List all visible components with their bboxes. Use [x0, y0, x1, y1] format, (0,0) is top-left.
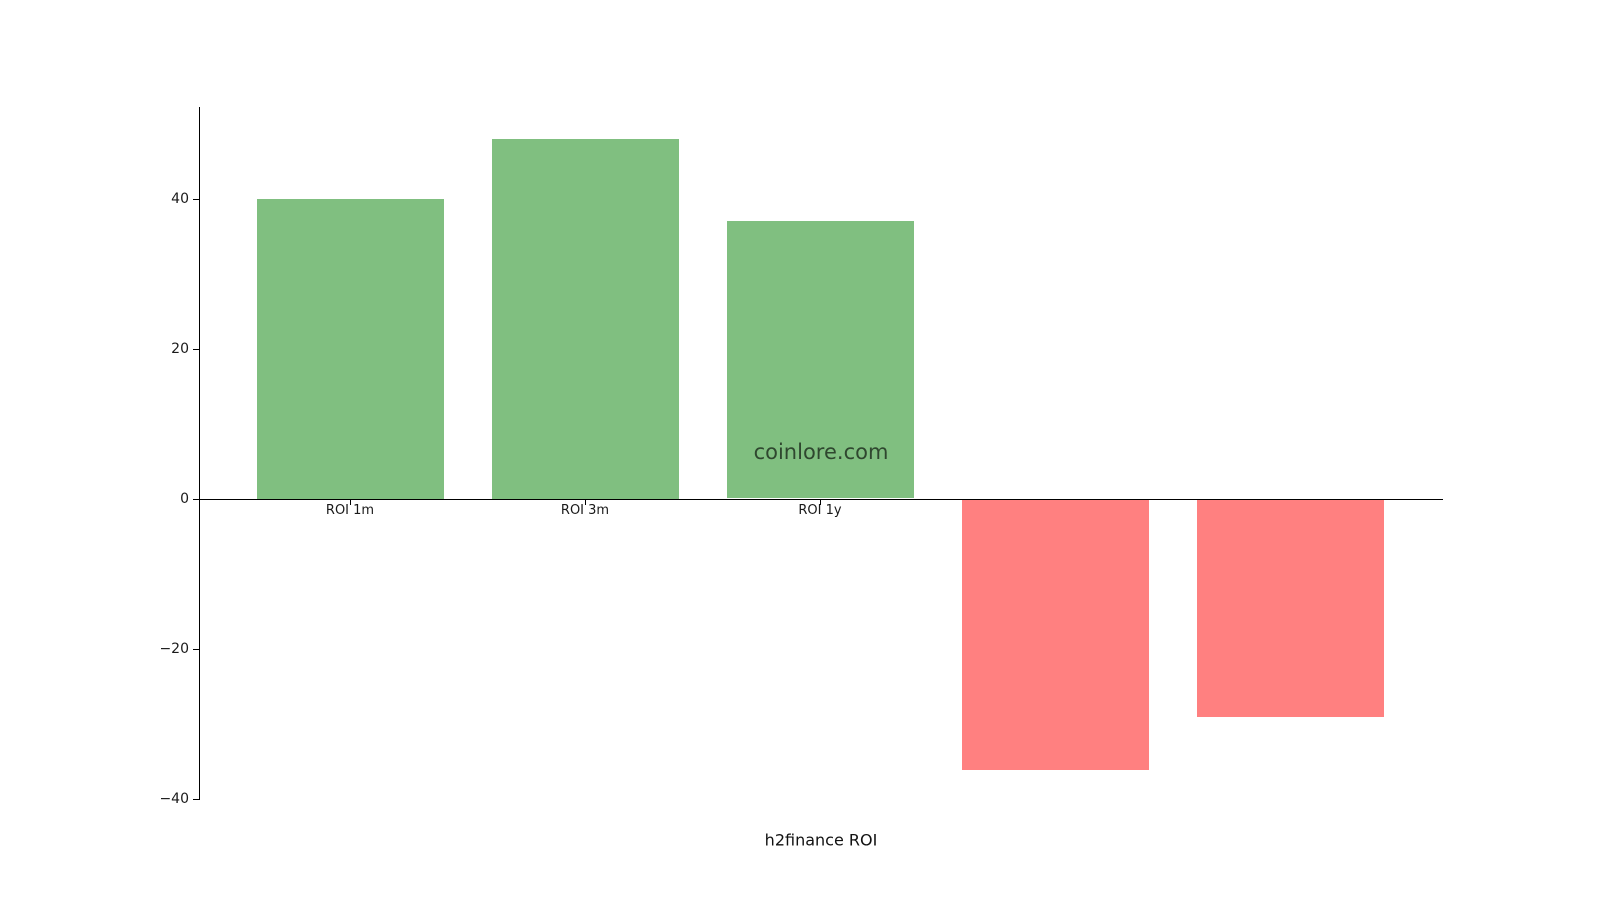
y-tick-label: 20 [171, 341, 189, 357]
y-tick-label: −20 [159, 641, 189, 657]
bar-unlabeled-3 [962, 500, 1149, 770]
y-tick-mark [193, 199, 199, 200]
y-tick-label: −40 [159, 791, 189, 807]
x-tick-label: ROI 1m [325, 503, 375, 518]
bar-roi-3m [492, 139, 679, 499]
y-tick-label: 0 [180, 491, 189, 507]
y-tick-mark [193, 799, 199, 800]
bar-roi-1m [257, 199, 444, 499]
y-tick-mark [193, 499, 199, 500]
x-tick-label: ROI 1y [798, 503, 842, 518]
x-tick-label: ROI 3m [560, 503, 610, 518]
y-tick-label: 40 [171, 191, 189, 207]
x-tick-mark [350, 500, 351, 505]
bar-roi-1y [727, 221, 914, 498]
y-axis-line [199, 107, 200, 800]
x-axis-zero-line [199, 499, 1443, 500]
chart-title: h2finance ROI [764, 830, 878, 850]
y-tick-mark [193, 649, 199, 650]
x-tick-mark [585, 500, 586, 505]
y-tick-mark [193, 349, 199, 350]
watermark-text: coinlore.com [753, 440, 889, 464]
x-tick-mark [820, 500, 821, 505]
bar-unlabeled-4 [1197, 500, 1384, 717]
